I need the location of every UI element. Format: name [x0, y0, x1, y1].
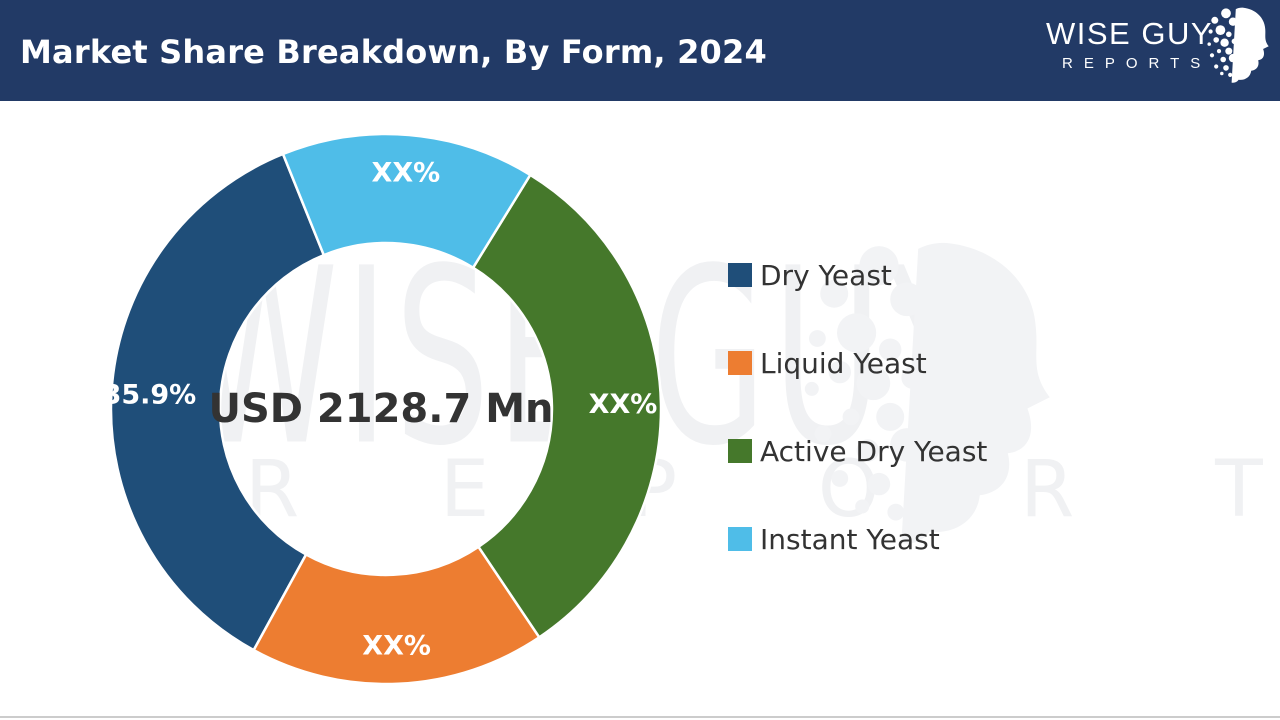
slice-label-liquid-yeast: XX%	[362, 630, 431, 661]
wiseguy-face-icon	[1205, 3, 1275, 88]
legend-label: Active Dry Yeast	[760, 434, 988, 468]
page-title: Market Share Breakdown, By Form, 2024	[20, 33, 767, 71]
logo-subtitle: REPORTS	[1062, 55, 1212, 72]
legend-label: Instant Yeast	[760, 522, 940, 556]
legend-label: Dry Yeast	[760, 258, 892, 292]
legend-swatch	[728, 527, 752, 551]
header-bar: Market Share Breakdown, By Form, 2024 WI…	[0, 0, 1280, 101]
legend-item-dry-yeast: Dry Yeast	[728, 258, 987, 292]
legend-swatch	[728, 351, 752, 375]
bottom-divider	[0, 716, 1280, 718]
donut-slice-active-dry-yeast	[471, 173, 663, 639]
slice-label-active-dry-yeast: XX%	[589, 389, 658, 420]
donut-slice-liquid-yeast	[252, 545, 541, 686]
donut-slice-dry-yeast	[109, 152, 326, 652]
legend-item-active-dry-yeast: Active Dry Yeast	[728, 434, 988, 468]
legend-swatch	[728, 263, 752, 287]
slice-label-instant-yeast: XX%	[372, 157, 441, 188]
wiseguy-logo: WISE GUY REPORTS	[1046, 0, 1276, 101]
legend-item-instant-yeast: Instant Yeast	[728, 522, 987, 556]
legend-item-liquid-yeast: Liquid Yeast	[728, 346, 987, 380]
legend-label: Liquid Yeast	[760, 346, 927, 380]
slice-label-dry-yeast: 35.9%	[103, 380, 197, 411]
chart-legend: Dry Yeast Liquid Yeast Active Dry Yeast …	[728, 259, 987, 611]
donut-slice-instant-yeast	[281, 132, 532, 269]
donut-center-value: USD 2128.7 Mn	[209, 386, 554, 432]
logo-wordmark: WISE GUY	[1046, 16, 1214, 51]
legend-swatch	[728, 439, 752, 463]
